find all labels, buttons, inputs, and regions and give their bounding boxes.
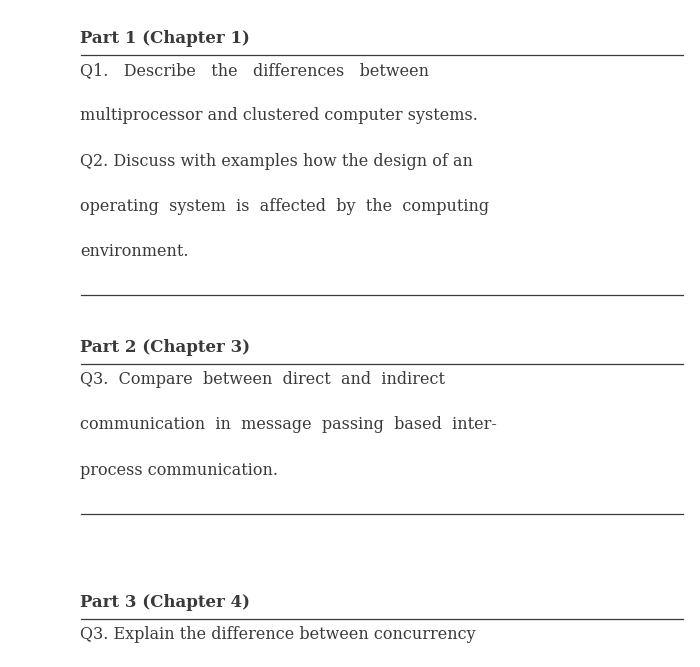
Text: Part 2 (Chapter 3): Part 2 (Chapter 3)	[80, 339, 251, 356]
Text: multiprocessor and clustered computer systems.: multiprocessor and clustered computer sy…	[80, 107, 478, 124]
Text: operating  system  is  affected  by  the  computing: operating system is affected by the comp…	[80, 198, 489, 215]
Text: Q2. Discuss with examples how the design of an: Q2. Discuss with examples how the design…	[80, 153, 473, 169]
Text: communication  in  message  passing  based  inter-: communication in message passing based i…	[80, 416, 498, 433]
Text: Part 1 (Chapter 1): Part 1 (Chapter 1)	[80, 30, 251, 47]
Text: Part 3 (Chapter 4): Part 3 (Chapter 4)	[80, 594, 251, 610]
Text: Q3.  Compare  between  direct  and  indirect: Q3. Compare between direct and indirect	[80, 371, 445, 388]
Text: environment.: environment.	[80, 243, 189, 260]
Text: Q3. Explain the difference between concurrency: Q3. Explain the difference between concu…	[80, 626, 476, 642]
Text: process communication.: process communication.	[80, 462, 279, 478]
Text: Q1.   Describe   the   differences   between: Q1. Describe the differences between	[80, 62, 430, 79]
